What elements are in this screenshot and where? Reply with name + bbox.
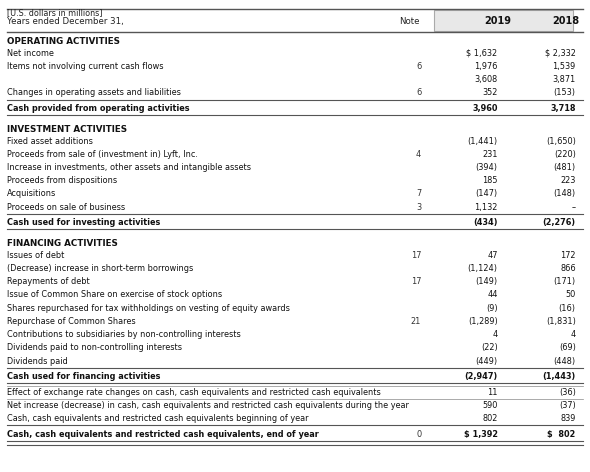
Text: 11: 11 [487, 388, 497, 397]
Text: 1,976: 1,976 [474, 62, 497, 71]
Text: Note: Note [399, 17, 420, 26]
Text: (1,831): (1,831) [546, 317, 576, 326]
Text: (153): (153) [553, 88, 576, 97]
Text: 4: 4 [571, 330, 576, 339]
Text: Effect of exchange rate changes on cash, cash equivalents and restricted cash eq: Effect of exchange rate changes on cash,… [7, 388, 381, 397]
Text: 223: 223 [560, 176, 576, 185]
Text: (1,124): (1,124) [468, 264, 497, 273]
Text: Proceeds from dispositions: Proceeds from dispositions [7, 176, 117, 185]
Text: Increase in investments, other assets and intangible assets: Increase in investments, other assets an… [7, 163, 251, 172]
Text: [U.S. dollars in millions]: [U.S. dollars in millions] [7, 8, 103, 17]
Text: (37): (37) [559, 401, 576, 410]
Text: (2,947): (2,947) [464, 372, 497, 381]
Text: Acquisitions: Acquisitions [7, 189, 57, 198]
Text: 6: 6 [416, 62, 421, 71]
Text: (69): (69) [559, 344, 576, 353]
Text: (147): (147) [476, 189, 497, 198]
Text: 2018: 2018 [552, 17, 579, 26]
Text: 47: 47 [487, 251, 497, 260]
Text: 802: 802 [482, 414, 497, 423]
Text: $  802: $ 802 [548, 430, 576, 439]
Text: 17: 17 [411, 251, 421, 260]
Text: Cash, cash equivalents and restricted cash equivalents, end of year: Cash, cash equivalents and restricted ca… [7, 430, 319, 439]
Text: (394): (394) [476, 163, 497, 172]
Text: Dividends paid to non-controlling interests: Dividends paid to non-controlling intere… [7, 344, 182, 353]
Text: 44: 44 [487, 290, 497, 299]
Text: Shares repurchased for tax withholdings on vesting of equity awards: Shares repurchased for tax withholdings … [7, 303, 290, 313]
Text: Proceeds on sale of business: Proceeds on sale of business [7, 202, 126, 211]
Text: Cash provided from operating activities: Cash provided from operating activities [7, 104, 190, 113]
Text: 590: 590 [482, 401, 497, 410]
Text: 50: 50 [565, 290, 576, 299]
Text: 185: 185 [482, 176, 497, 185]
Text: 352: 352 [482, 88, 497, 97]
Text: Proceeds from sale of (investment in) Lyft, Inc.: Proceeds from sale of (investment in) Ly… [7, 150, 198, 159]
Text: (448): (448) [553, 357, 576, 366]
Text: OPERATING ACTIVITIES: OPERATING ACTIVITIES [7, 37, 120, 46]
Text: 21: 21 [411, 317, 421, 326]
Text: (Decrease) increase in short-term borrowings: (Decrease) increase in short-term borrow… [7, 264, 194, 273]
Text: Contributions to subsidiaries by non-controlling interests: Contributions to subsidiaries by non-con… [7, 330, 241, 339]
Text: 0: 0 [416, 430, 421, 439]
Text: (171): (171) [553, 277, 576, 286]
Text: 4: 4 [492, 330, 497, 339]
Text: 17: 17 [411, 277, 421, 286]
Text: Issue of Common Share on exercise of stock options: Issue of Common Share on exercise of sto… [7, 290, 222, 299]
Text: (434): (434) [473, 218, 497, 227]
Text: 866: 866 [560, 264, 576, 273]
Text: $ 1,632: $ 1,632 [467, 49, 497, 58]
Text: Issues of debt: Issues of debt [7, 251, 65, 260]
Text: $ 2,332: $ 2,332 [545, 49, 576, 58]
Text: Dividends paid: Dividends paid [7, 357, 68, 366]
Text: 3,960: 3,960 [472, 104, 497, 113]
Text: Years ended December 31,: Years ended December 31, [7, 17, 124, 26]
Text: Fixed asset additions: Fixed asset additions [7, 136, 93, 145]
Text: Cash used for investing activities: Cash used for investing activities [7, 218, 160, 227]
Text: Changes in operating assets and liabilities: Changes in operating assets and liabilit… [7, 88, 181, 97]
Text: (220): (220) [554, 150, 576, 159]
Text: (449): (449) [476, 357, 497, 366]
Text: 3,608: 3,608 [474, 75, 497, 84]
Text: Items not involving current cash flows: Items not involving current cash flows [7, 62, 164, 71]
Text: (2,276): (2,276) [543, 218, 576, 227]
Text: Cash, cash equivalents and restricted cash equivalents beginning of year: Cash, cash equivalents and restricted ca… [7, 414, 309, 423]
Text: (1,441): (1,441) [467, 136, 497, 145]
Text: 4: 4 [416, 150, 421, 159]
Text: 1,132: 1,132 [474, 202, 497, 211]
Text: INVESTMENT ACTIVITIES: INVESTMENT ACTIVITIES [7, 125, 127, 134]
Text: (36): (36) [559, 388, 576, 397]
Text: Net increase (decrease) in cash, cash equivalents and restricted cash equivalent: Net increase (decrease) in cash, cash eq… [7, 401, 409, 410]
Text: 3: 3 [416, 202, 421, 211]
Text: (9): (9) [486, 303, 497, 313]
Text: 7: 7 [416, 189, 421, 198]
Text: (148): (148) [553, 189, 576, 198]
Text: $ 1,392: $ 1,392 [464, 430, 497, 439]
Text: (1,650): (1,650) [546, 136, 576, 145]
Text: 6: 6 [416, 88, 421, 97]
FancyBboxPatch shape [434, 10, 573, 31]
Text: Repurchase of Common Shares: Repurchase of Common Shares [7, 317, 136, 326]
Text: –: – [572, 202, 576, 211]
Text: (16): (16) [559, 303, 576, 313]
Text: Net income: Net income [7, 49, 54, 58]
Text: (1,443): (1,443) [542, 372, 576, 381]
Text: 3,718: 3,718 [550, 104, 576, 113]
Text: Cash used for financing activities: Cash used for financing activities [7, 372, 160, 381]
Text: 839: 839 [560, 414, 576, 423]
Text: (481): (481) [553, 163, 576, 172]
Text: (149): (149) [476, 277, 497, 286]
Text: Repayments of debt: Repayments of debt [7, 277, 90, 286]
Text: (22): (22) [481, 344, 497, 353]
Text: 3,871: 3,871 [552, 75, 576, 84]
Text: 231: 231 [482, 150, 497, 159]
Text: FINANCING ACTIVITIES: FINANCING ACTIVITIES [7, 239, 118, 248]
Text: 2019: 2019 [484, 17, 511, 26]
Text: 172: 172 [560, 251, 576, 260]
Text: (1,289): (1,289) [468, 317, 497, 326]
Text: 1,539: 1,539 [552, 62, 576, 71]
